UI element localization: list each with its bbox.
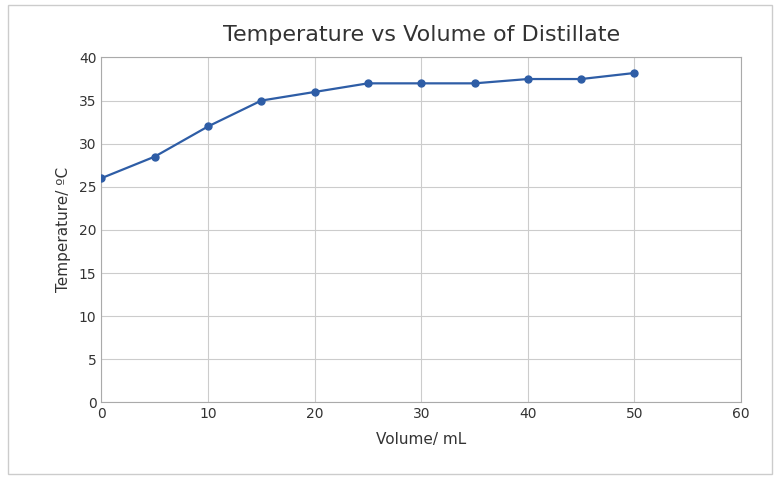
X-axis label: Volume/ mL: Volume/ mL (376, 433, 466, 447)
Y-axis label: Temperature/ ºC: Temperature/ ºC (55, 167, 70, 293)
Title: Temperature vs Volume of Distillate: Temperature vs Volume of Distillate (222, 25, 620, 45)
